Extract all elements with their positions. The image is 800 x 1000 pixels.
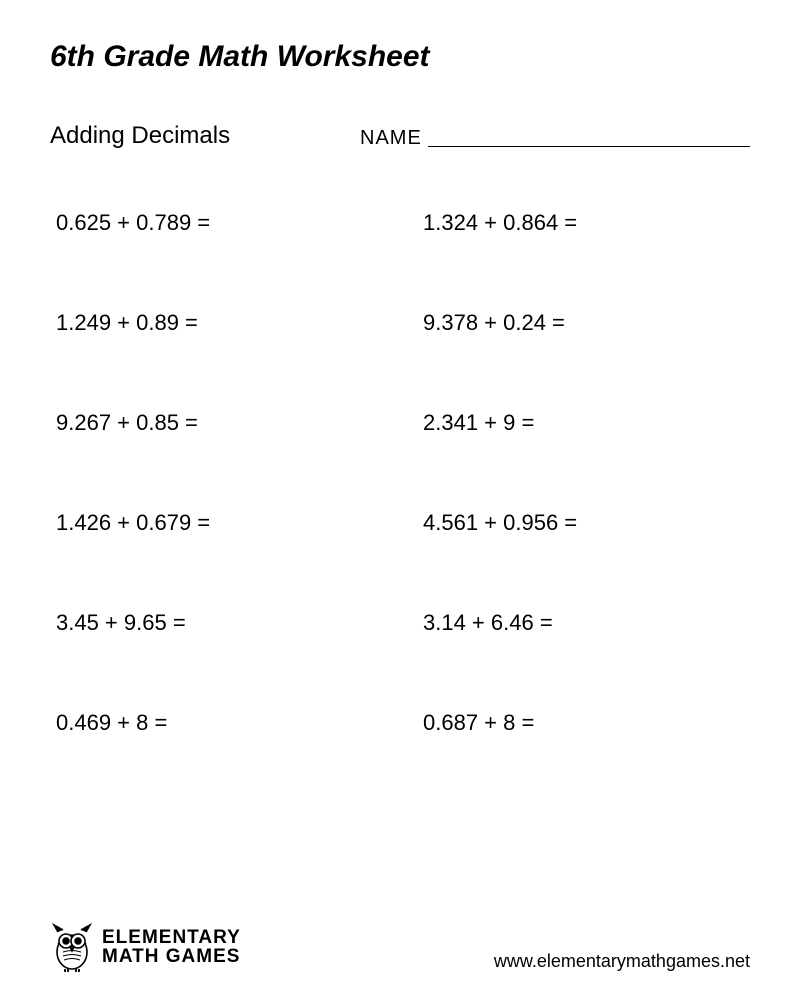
problem-cell: 4.561 + 0.956 =: [423, 510, 750, 536]
worksheet-subtitle: Adding Decimals: [50, 122, 360, 150]
problem-cell: 0.469 + 8 =: [56, 710, 383, 736]
problem-cell: 1.324 + 0.864 =: [423, 210, 750, 236]
problem-cell: 1.249 + 0.89 =: [56, 310, 383, 336]
problem-cell: 0.625 + 0.789 =: [56, 210, 383, 236]
name-underline[interactable]: [428, 146, 750, 147]
logo-text: ELEMENTARY MATH GAMES: [102, 928, 241, 966]
brand-logo: ELEMENTARY MATH GAMES: [50, 922, 241, 972]
problem-cell: 3.45 + 9.65 =: [56, 610, 383, 636]
problem-cell: 9.378 + 0.24 =: [423, 310, 750, 336]
worksheet-title: 6th Grade Math Worksheet: [50, 40, 750, 74]
logo-line-2: MATH GAMES: [102, 947, 241, 966]
problem-cell: 9.267 + 0.85 =: [56, 410, 383, 436]
owl-icon: [50, 922, 94, 972]
name-field-group: NAME: [360, 127, 750, 150]
problems-grid: 0.625 + 0.789 = 1.324 + 0.864 = 1.249 + …: [50, 210, 750, 736]
worksheet-subheader: Adding Decimals NAME: [50, 122, 750, 150]
worksheet-footer: ELEMENTARY MATH GAMES www.elementarymath…: [50, 922, 750, 972]
problem-cell: 2.341 + 9 =: [423, 410, 750, 436]
problem-cell: 0.687 + 8 =: [423, 710, 750, 736]
problem-cell: 1.426 + 0.679 =: [56, 510, 383, 536]
website-url: www.elementarymathgames.net: [494, 951, 750, 972]
name-label: NAME: [360, 127, 422, 150]
problem-cell: 3.14 + 6.46 =: [423, 610, 750, 636]
logo-line-1: ELEMENTARY: [102, 928, 241, 947]
